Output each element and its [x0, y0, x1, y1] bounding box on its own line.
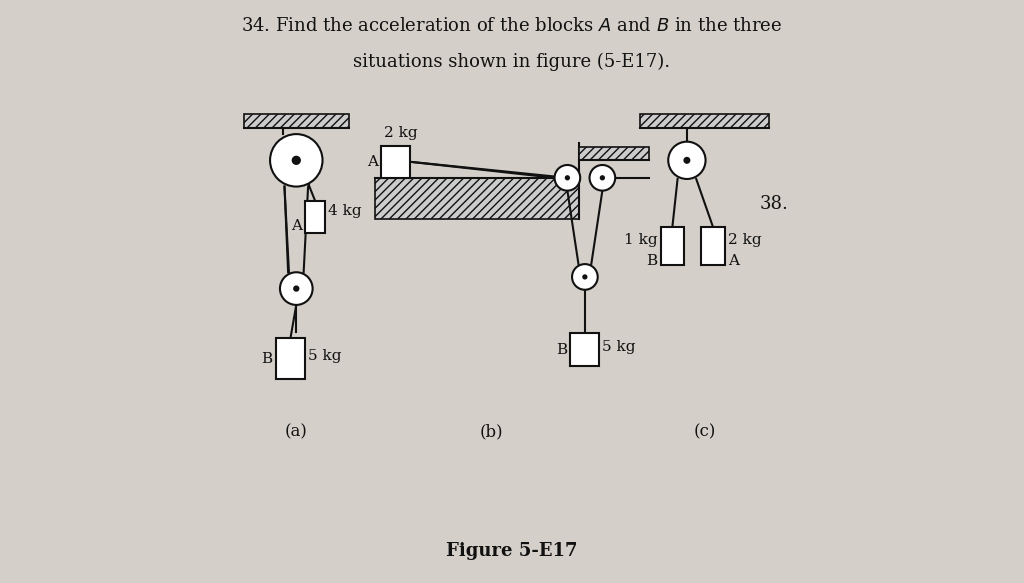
Circle shape — [555, 165, 581, 191]
Text: situations shown in figure (5-E17).: situations shown in figure (5-E17). — [353, 52, 671, 71]
Circle shape — [669, 142, 706, 179]
Text: 4 kg: 4 kg — [329, 204, 361, 219]
Circle shape — [565, 176, 569, 180]
Bar — [640, 114, 769, 128]
Bar — [375, 178, 579, 219]
Circle shape — [572, 264, 598, 290]
Circle shape — [590, 165, 615, 191]
Circle shape — [293, 156, 300, 164]
Circle shape — [280, 272, 312, 305]
Text: A: A — [291, 219, 302, 233]
Circle shape — [684, 157, 690, 163]
Bar — [570, 333, 599, 366]
Bar — [381, 146, 410, 178]
Circle shape — [294, 286, 299, 291]
Text: A: A — [367, 154, 378, 169]
Bar — [579, 147, 649, 160]
Circle shape — [600, 176, 604, 180]
Bar — [305, 201, 326, 233]
Text: (a): (a) — [285, 423, 308, 440]
Text: 1 kg: 1 kg — [624, 233, 657, 248]
Text: 34. Find the acceleration of the blocks $A$ and $B$ in the three: 34. Find the acceleration of the blocks … — [242, 17, 782, 36]
Text: 38.: 38. — [760, 195, 788, 213]
Text: 5 kg: 5 kg — [308, 349, 341, 363]
Text: (b): (b) — [480, 423, 504, 440]
Bar — [660, 227, 684, 265]
Text: B: B — [261, 352, 271, 366]
Text: 5 kg: 5 kg — [602, 339, 636, 354]
Bar — [275, 338, 305, 379]
Bar — [244, 114, 349, 128]
Circle shape — [583, 275, 587, 279]
Bar — [701, 227, 725, 265]
Text: Figure 5-E17: Figure 5-E17 — [446, 542, 578, 560]
Text: B: B — [646, 254, 657, 268]
Text: 2 kg: 2 kg — [728, 233, 761, 248]
Text: A: A — [728, 254, 738, 268]
Text: 2 kg: 2 kg — [384, 126, 418, 140]
Text: B: B — [556, 342, 567, 357]
Circle shape — [270, 134, 323, 187]
Text: (c): (c) — [693, 423, 716, 440]
